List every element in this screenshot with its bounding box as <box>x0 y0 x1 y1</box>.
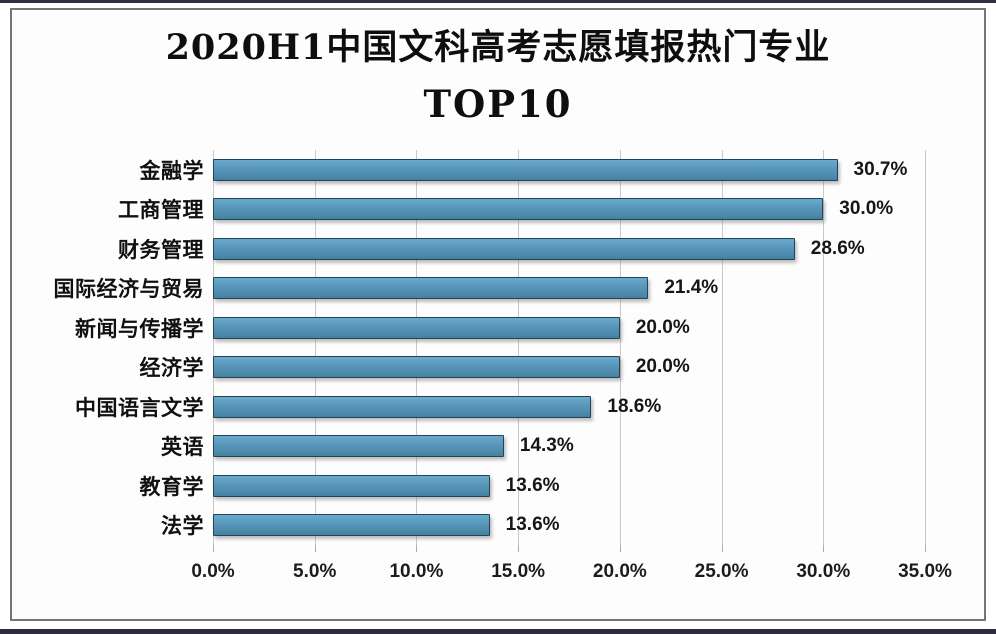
gridline <box>619 149 621 545</box>
chart-title: 2020H1中国文科高考志愿填报热门专业 TOP10 <box>12 10 984 126</box>
bar-row: 30.7% <box>213 150 925 190</box>
axis-tick-mark <box>518 544 520 552</box>
x-tick-label: 25.0% <box>694 560 749 582</box>
axis-tick-mark <box>823 544 825 552</box>
axis-tick-mark <box>721 544 723 552</box>
bar <box>213 514 490 536</box>
axis-tick-mark <box>416 544 418 552</box>
bar-row: 30.0% <box>213 189 925 229</box>
category-label: 新闻与传播学 <box>75 317 204 341</box>
bar-row: 28.6% <box>213 229 925 269</box>
bar <box>213 316 620 339</box>
x-tick-label: 35.0% <box>898 560 952 582</box>
bottom-border-strip <box>0 629 996 634</box>
bar-chart: 金融学工商管理财务管理国际经济与贸易新闻与传播学经济学中国语言文学英语教育学法学… <box>12 149 984 593</box>
bar-value-label: 28.6% <box>810 237 865 259</box>
bar-row: 18.6% <box>213 387 925 427</box>
x-tick-label: 10.0% <box>389 560 444 582</box>
bar-value-label: 20.0% <box>635 316 690 338</box>
gridline <box>518 149 520 545</box>
bar <box>213 198 824 220</box>
axis-tick-mark <box>314 544 316 552</box>
bar-row: 13.6% <box>213 466 925 506</box>
top-border-strip <box>0 0 996 3</box>
bar <box>213 277 649 299</box>
bar <box>213 395 592 418</box>
axis-tick-mark <box>925 544 926 552</box>
bar-value-label: 13.6% <box>505 474 560 496</box>
category-label: 教育学 <box>139 475 204 499</box>
bar <box>213 435 504 457</box>
bar <box>213 474 490 497</box>
plot-column: 30.7% 30.0% 28.6% 21.4% 20.0% 20.0% 18.6% 14.3%… <box>191 149 952 593</box>
x-tick-label: 15.0% <box>491 560 546 582</box>
bar-value-label: 30.7% <box>853 158 908 180</box>
axis-tick-mark <box>213 544 214 552</box>
category-label: 财务管理 <box>118 238 204 262</box>
bar-value-label: 21.4% <box>664 277 719 298</box>
category-axis: 金融学工商管理财务管理国际经济与贸易新闻与传播学经济学中国语言文学英语教育学法学 <box>12 150 213 593</box>
gridline <box>314 149 316 545</box>
bar-value-label: 20.0% <box>635 356 690 377</box>
bar-row: 20.0% <box>213 347 925 387</box>
category-label: 英语 <box>161 436 204 459</box>
bar <box>213 356 620 378</box>
gridline <box>823 149 825 545</box>
category-label: 金融学 <box>139 159 204 183</box>
axis-tick-mark <box>619 544 621 552</box>
category-label: 工商管理 <box>118 199 204 222</box>
gridline <box>416 149 418 545</box>
bar-row: 21.4% <box>213 268 925 308</box>
category-label: 国际经济与贸易 <box>53 278 204 301</box>
x-tick-label: 0.0% <box>191 560 235 582</box>
chart-title-line2: TOP10 <box>423 81 573 126</box>
category-label: 中国语言文学 <box>75 396 204 420</box>
bar-value-label: 13.6% <box>505 514 560 535</box>
chart-title-line1: 2020H1中国文科高考志愿填报热门专业 <box>165 27 831 68</box>
gridline <box>721 149 723 545</box>
bar-value-label: 18.6% <box>607 395 662 417</box>
x-axis: 0.0% 5.0% 10.0% 15.0% 20.0% 25.0% 30.0% 35.0% <box>191 560 952 593</box>
chart-card: 2020H1中国文科高考志愿填报热门专业 TOP10 金融学工商管理财务管理国际… <box>10 8 986 621</box>
bar-row: 14.3% <box>213 426 925 466</box>
bar-row: 13.6% <box>213 505 925 545</box>
x-tick-label: 20.0% <box>592 560 647 582</box>
bar-value-label: 14.3% <box>519 435 574 456</box>
category-label: 法学 <box>161 515 204 538</box>
category-label: 经济学 <box>139 357 204 380</box>
gridline <box>213 149 214 545</box>
plot-area: 30.7% 30.0% 28.6% 21.4% 20.0% 20.0% 18.6% 14.3%… <box>213 149 926 552</box>
bar <box>213 158 838 181</box>
bar-value-label: 30.0% <box>839 198 894 219</box>
gridline <box>925 149 926 545</box>
x-tick-label: 5.0% <box>293 560 337 582</box>
bar <box>213 237 795 260</box>
bar-row: 20.0% <box>213 308 925 348</box>
x-tick-label: 30.0% <box>796 560 851 582</box>
